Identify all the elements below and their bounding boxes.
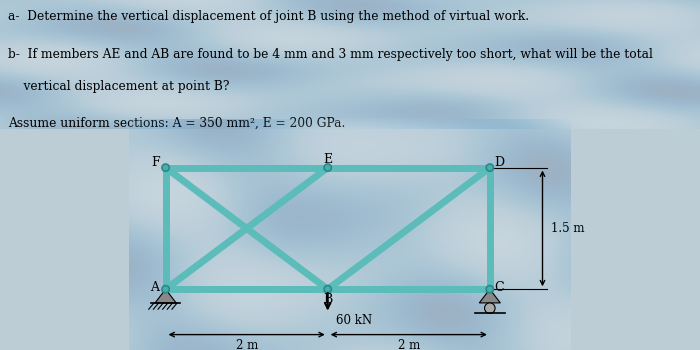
Circle shape xyxy=(324,286,331,293)
Text: vertical displacement at point B?: vertical displacement at point B? xyxy=(8,80,230,93)
Text: A: A xyxy=(150,281,160,294)
Circle shape xyxy=(486,286,493,293)
Polygon shape xyxy=(155,289,176,303)
Text: D: D xyxy=(494,156,505,169)
Text: C: C xyxy=(495,281,505,294)
Circle shape xyxy=(162,164,169,171)
Text: Assume uniform sections: A = 350 mm², E = 200 GPa.: Assume uniform sections: A = 350 mm², E … xyxy=(8,117,346,130)
Polygon shape xyxy=(480,289,500,303)
Circle shape xyxy=(324,164,331,171)
Text: a-  Determine the vertical displacement of joint B using the method of virtual w: a- Determine the vertical displacement o… xyxy=(8,10,529,23)
Text: B: B xyxy=(323,293,332,306)
Circle shape xyxy=(162,286,169,293)
Text: 1.5 m: 1.5 m xyxy=(551,222,584,235)
Text: F: F xyxy=(152,156,160,169)
Circle shape xyxy=(484,303,495,314)
Circle shape xyxy=(486,164,493,171)
Text: E: E xyxy=(323,153,332,166)
Text: 2 m: 2 m xyxy=(235,340,258,350)
Text: 2 m: 2 m xyxy=(398,340,420,350)
Text: b-  If members AE and AB are found to be 4 mm and 3 mm respectively too short, w: b- If members AE and AB are found to be … xyxy=(8,48,653,61)
Text: 60 kN: 60 kN xyxy=(336,314,372,327)
